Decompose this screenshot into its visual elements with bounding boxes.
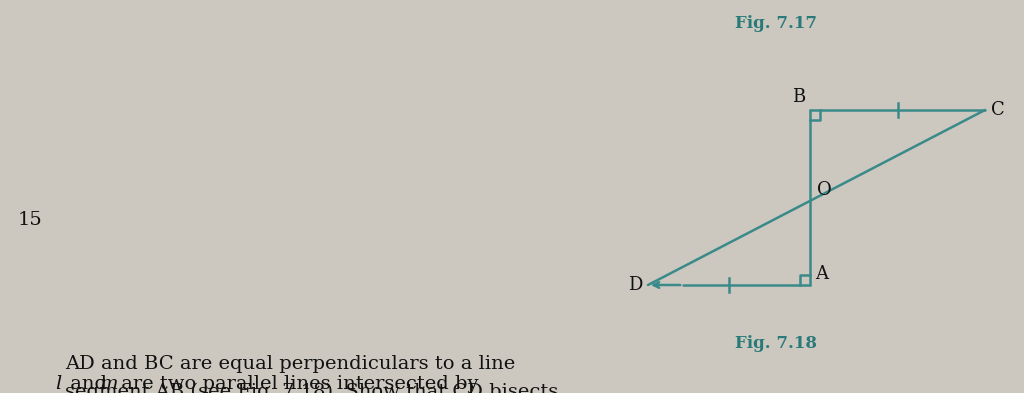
Text: O: O <box>817 181 831 199</box>
Text: segment AB (see Fig. 7.18). Show that CD bisects: segment AB (see Fig. 7.18). Show that CD… <box>65 383 558 393</box>
Text: and: and <box>63 375 114 393</box>
Text: AD and BC are equal perpendiculars to a line: AD and BC are equal perpendiculars to a … <box>65 355 515 373</box>
Text: Fig. 7.18: Fig. 7.18 <box>735 335 817 352</box>
Text: D: D <box>628 276 642 294</box>
Text: are two parallel lines intersected by: are two parallel lines intersected by <box>115 375 478 393</box>
Text: l: l <box>55 375 61 393</box>
Text: A: A <box>815 265 828 283</box>
Text: C: C <box>991 101 1005 119</box>
Text: B: B <box>792 88 805 106</box>
Text: m: m <box>100 375 119 393</box>
Text: Fig. 7.17: Fig. 7.17 <box>735 15 817 32</box>
Text: 15: 15 <box>18 211 43 229</box>
